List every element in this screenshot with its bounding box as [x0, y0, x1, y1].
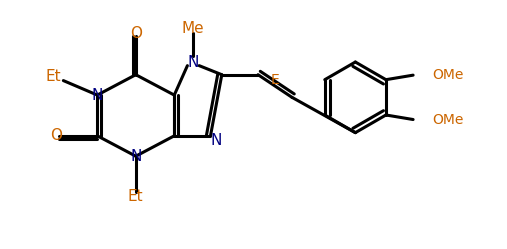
- Text: Me: Me: [182, 21, 205, 36]
- Text: N: N: [188, 55, 199, 70]
- Text: O: O: [50, 128, 62, 143]
- Text: E: E: [270, 73, 279, 87]
- Text: OMe: OMe: [432, 68, 463, 82]
- Text: Et: Et: [46, 68, 61, 84]
- Text: OMe: OMe: [432, 113, 463, 126]
- Text: N: N: [92, 88, 103, 103]
- Text: N: N: [130, 149, 141, 164]
- Text: Et: Et: [128, 188, 143, 203]
- Text: N: N: [210, 133, 222, 148]
- Text: O: O: [130, 26, 142, 41]
